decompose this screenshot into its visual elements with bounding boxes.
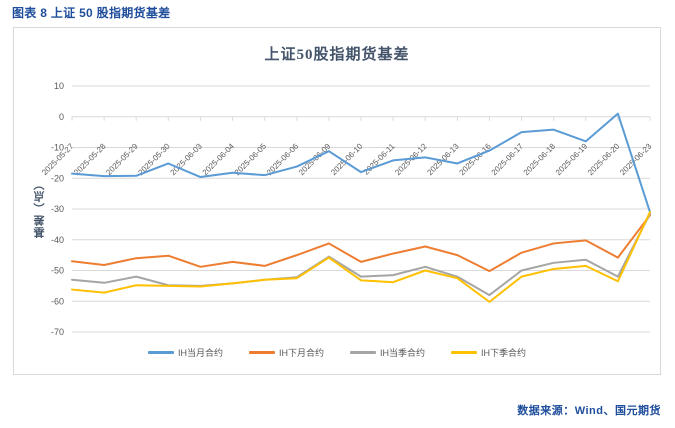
series-line-4 bbox=[71, 211, 651, 303]
x-tick-label: 2025-05-28 bbox=[72, 141, 108, 177]
gridlines-group bbox=[71, 85, 651, 333]
x-tick-label: 2025-06-19 bbox=[554, 141, 590, 177]
y-tick-labels-group: 10 0 -10 -20 -30 -40 -50 -60 -70 bbox=[51, 81, 64, 337]
legend-item-3[interactable]: IH当季合约 bbox=[350, 346, 425, 359]
y-tick-label: -30 bbox=[51, 204, 64, 214]
legend-swatch-icon bbox=[350, 351, 376, 354]
figure-caption: 图表 8 上证 50 股指期货基差 bbox=[12, 6, 171, 20]
chart-legend: IH当月合约 IH下月合约 IH当季合约 IH下季合约 bbox=[14, 346, 660, 359]
series-group bbox=[71, 112, 651, 303]
series-line-3 bbox=[71, 212, 651, 297]
legend-swatch-icon bbox=[451, 351, 478, 354]
source-note: 数据来源：Wind、国元期货 bbox=[517, 405, 661, 417]
y-tick-label: -20 bbox=[51, 173, 64, 183]
x-tick-label: 2025-06-16 bbox=[458, 141, 494, 177]
x-tick-label: 2025-06-09 bbox=[297, 141, 333, 177]
series-line-2 bbox=[71, 214, 651, 273]
x-tick-label: 2025-06-04 bbox=[201, 141, 237, 177]
legend-item-2[interactable]: IH下月合约 bbox=[248, 346, 324, 359]
x-tick-label: 2025-06-20 bbox=[586, 141, 622, 177]
legend-swatch-icon bbox=[147, 351, 174, 354]
legend-swatch-icon bbox=[248, 351, 275, 354]
x-tick-label: 2025-05-29 bbox=[104, 141, 140, 177]
legend-item-4[interactable]: IH下季合约 bbox=[451, 346, 526, 359]
legend-item-1[interactable]: IH当月合约 bbox=[147, 346, 223, 359]
y-tick-label: 10 bbox=[54, 81, 64, 91]
series-line-1 bbox=[71, 112, 651, 214]
x-tick-label: 2025-06-11 bbox=[362, 141, 397, 176]
legend-label: IH当季合约 bbox=[380, 348, 426, 358]
y-tick-label: -40 bbox=[51, 235, 64, 245]
legend-label: IH下月合约 bbox=[278, 348, 324, 358]
chart-container: 上证50股指期货基差 基差（点） 10 0 -10 -20 -30 -40 -50 -60 -7… bbox=[13, 27, 661, 375]
x-tick-label: 2025-06-05 bbox=[233, 141, 269, 177]
x-tick-label: 2025-05-30 bbox=[136, 141, 172, 177]
y-tick-label: 0 bbox=[59, 112, 64, 122]
chart-title: 上证50股指期货基差 bbox=[264, 47, 410, 63]
x-tick-labels-group: 2025-05-272025-05-282025-05-292025-05-30… bbox=[40, 141, 654, 177]
plot-area: 10 0 -10 -20 -30 -40 -50 -60 -70 2025-05-27 2025-… bbox=[14, 28, 662, 376]
x-tick-label: 2025-06-18 bbox=[522, 141, 558, 177]
y-tick-label: -50 bbox=[51, 266, 64, 276]
y-tick-label: -10 bbox=[51, 143, 64, 153]
y-tick-label: -70 bbox=[51, 327, 64, 337]
line-chart-svg: 10 0 -10 -20 -30 -40 -50 -60 -70 2025-05-272025-… bbox=[40, 81, 654, 337]
legend-label: IH下季合约 bbox=[481, 348, 527, 358]
x-tick-label: 2025-06-06 bbox=[265, 141, 301, 177]
y-tick-label: -60 bbox=[51, 296, 64, 306]
legend-label: IH当月合约 bbox=[177, 348, 223, 358]
